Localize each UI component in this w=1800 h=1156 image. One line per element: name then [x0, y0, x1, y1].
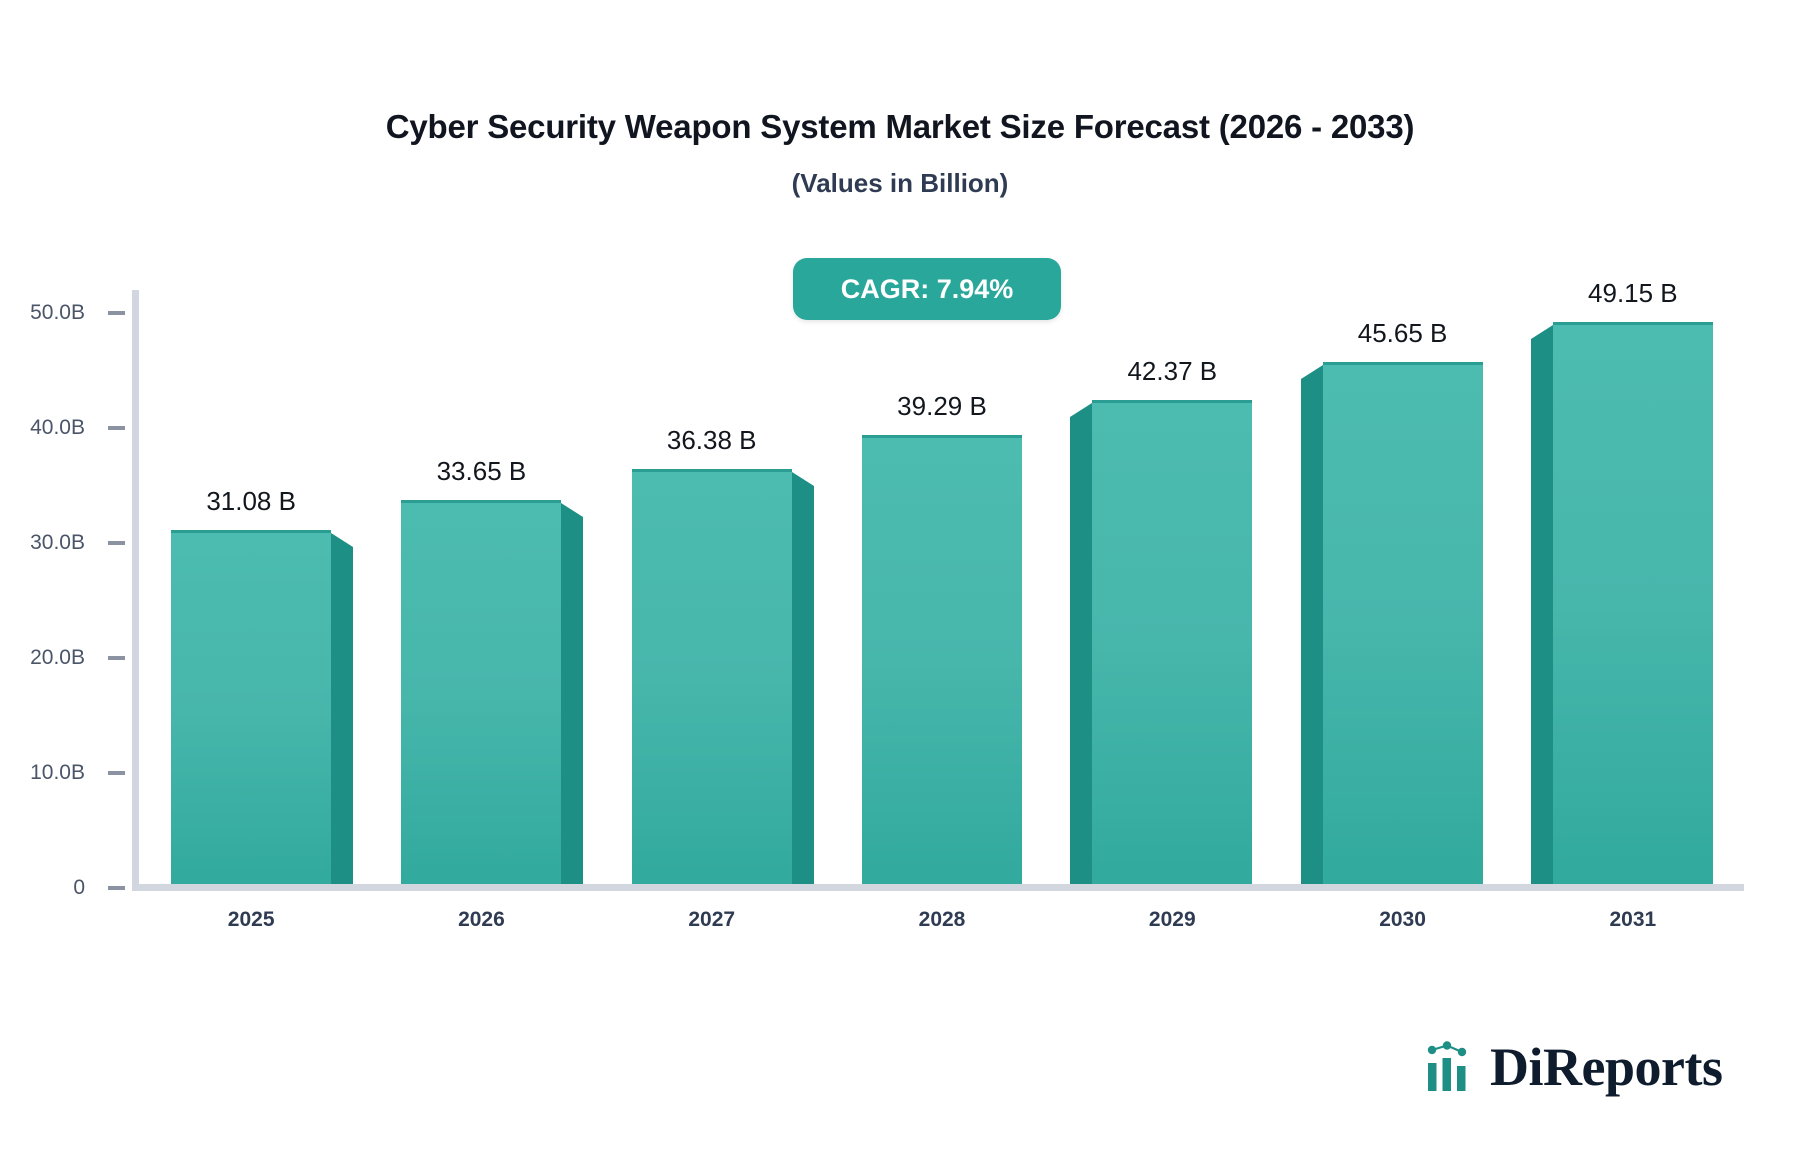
y-axis-tick-mark — [108, 771, 125, 775]
bar-face — [401, 500, 562, 890]
x-axis-tick-label-2025: 2025 — [227, 908, 275, 931]
bar-face — [1092, 399, 1253, 890]
bar-value-label: 39.29 B — [897, 391, 987, 422]
bar-2027[interactable]: 36.38 B — [631, 290, 814, 890]
bar-value-label: 31.08 B — [206, 485, 296, 516]
chart-title: Cyber Security Weapon System Market Size… — [385, 108, 1415, 145]
y-axis-tick-label: 20.0B — [30, 646, 85, 669]
x-axis-tick-label-2029: 2029 — [1148, 908, 1196, 931]
bar-face — [171, 529, 332, 890]
bar-value-label: 36.38 B — [666, 424, 757, 455]
bar-side-cap — [1300, 365, 1323, 380]
bar-value-label: 45.65 B — [1357, 318, 1448, 349]
bar-2028[interactable]: 39.29 B — [862, 290, 1022, 890]
x-axis-line — [132, 884, 1744, 891]
bar-value-label: 33.65 B — [436, 456, 527, 487]
bar-value-label: 49.15 B — [1588, 277, 1678, 308]
bar-side-face — [561, 517, 584, 890]
plot-area: 31.08 B 33.65 B 36.38 B 39.29 B 42.37 B 45.65… — [132, 278, 1744, 890]
bar-side-cap — [791, 471, 814, 486]
y-axis-tick-label: 0 — [73, 876, 85, 899]
y-axis-tick-mark — [108, 886, 125, 890]
bar-value-label: 42.37 B — [1127, 355, 1218, 386]
y-axis-tick-label: 50.0B — [30, 301, 85, 324]
x-axis-tick-label-2027: 2027 — [688, 908, 736, 931]
bar-2026[interactable]: 33.65 B — [401, 290, 584, 890]
bar-2031[interactable]: 49.15 B — [1530, 278, 1713, 890]
x-axis-tick-label-2031: 2031 — [1609, 908, 1657, 931]
bar-face — [1552, 321, 1713, 890]
direports-logo: DiReports — [1425, 1037, 1723, 1097]
x-axis-tick-label-2026: 2026 — [458, 908, 505, 931]
bar-2025[interactable]: 31.08 B — [171, 290, 354, 890]
y-axis-tick-mark — [108, 426, 125, 430]
y-axis-tick-label: 10.0B — [30, 761, 85, 784]
y-axis-tick-mark — [108, 541, 125, 545]
bar-face — [862, 435, 1022, 890]
bar-side-cap — [331, 532, 354, 547]
bar-face — [1322, 362, 1483, 890]
x-axis-tick-label-2028: 2028 — [918, 908, 966, 931]
bar-side-face — [331, 546, 354, 890]
bar-chart-logo-icon — [1427, 1041, 1467, 1091]
chart-subtitle: (Values in Billion) — [791, 168, 1009, 198]
cagr-badge: CAGR: 7.94% — [793, 258, 1061, 320]
bar-side-face — [791, 485, 814, 890]
bar-side-cap — [1070, 402, 1093, 417]
y-axis-line — [132, 290, 139, 888]
y-axis-tick-mark — [108, 656, 125, 660]
bar-side-face — [1530, 338, 1553, 890]
bar-side-face — [1300, 379, 1323, 890]
bar-2030[interactable]: 45.65 B — [1300, 290, 1483, 890]
bar-side-cap — [561, 503, 584, 518]
bar-side-face — [1070, 416, 1093, 890]
bar-2029[interactable]: 42.37 B — [1070, 290, 1253, 890]
y-axis-tick-label: 40.0B — [30, 416, 85, 439]
y-axis-tick-mark — [108, 311, 125, 315]
logo-wordmark: DiReports — [1490, 1037, 1723, 1097]
bar-side-cap — [1530, 324, 1553, 339]
bar-face — [631, 468, 792, 890]
x-axis-tick-label-2030: 2030 — [1379, 908, 1426, 931]
y-axis-tick-label: 30.0B — [30, 531, 85, 554]
